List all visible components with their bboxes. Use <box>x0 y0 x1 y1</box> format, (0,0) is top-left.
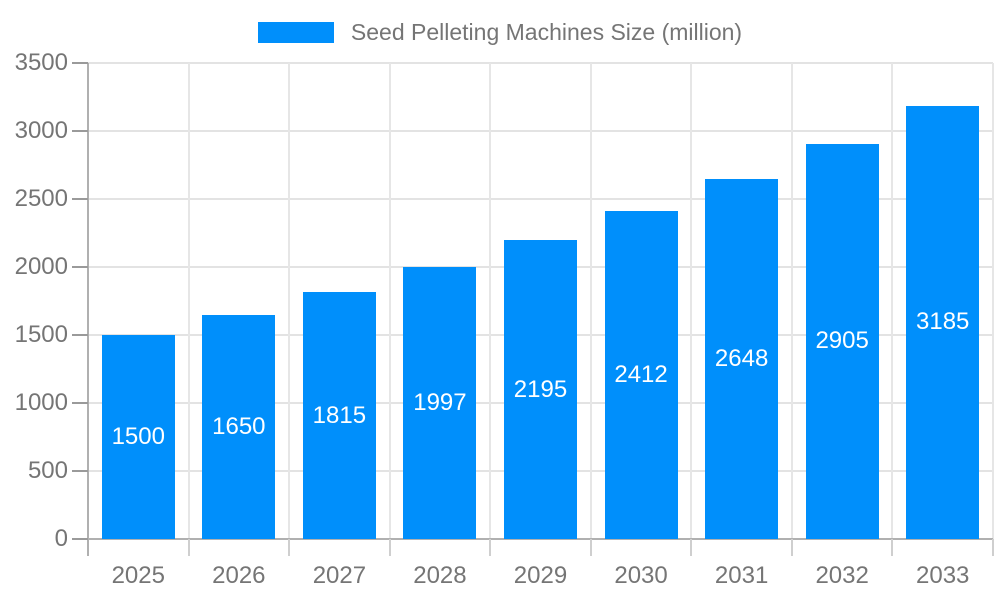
bar-value-label: 1997 <box>413 389 467 417</box>
bar-value-label: 1650 <box>212 412 266 440</box>
y-tick <box>72 62 88 64</box>
gridline-vertical <box>388 63 391 539</box>
bar-value-label: 2412 <box>614 360 668 388</box>
x-axis-label: 2032 <box>815 562 869 589</box>
gridline-vertical <box>790 63 793 539</box>
bar-value-label: 1815 <box>312 401 367 429</box>
gridline-vertical <box>288 63 291 539</box>
y-axis-label: 1500 <box>14 321 68 348</box>
x-axis-label: 2030 <box>614 562 668 589</box>
bar[interactable]: 2195 <box>504 240 577 539</box>
y-tick <box>72 130 88 132</box>
bar-value-label: 2648 <box>714 344 769 372</box>
legend[interactable]: Seed Pelleting Machines Size (million) <box>0 17 1000 47</box>
x-tick <box>891 539 894 556</box>
bar-value-label: 2195 <box>513 375 568 403</box>
y-axis-label: 2500 <box>14 185 68 212</box>
x-tick <box>288 539 291 556</box>
x-axis-label: 2029 <box>513 562 568 589</box>
x-tick <box>992 539 994 556</box>
y-axis-line <box>87 63 89 556</box>
gridline-vertical <box>489 63 492 539</box>
bar[interactable]: 2648 <box>705 178 779 539</box>
x-tick <box>690 539 693 556</box>
y-axis-label: 3000 <box>14 117 68 144</box>
y-axis-label: 500 <box>27 457 68 484</box>
gridline-vertical <box>992 63 994 539</box>
bar[interactable]: 1650 <box>202 314 276 539</box>
gridline-horizontal <box>88 130 993 132</box>
y-tick <box>72 402 88 404</box>
y-axis-label: 3500 <box>14 49 68 76</box>
y-tick <box>72 470 88 472</box>
x-tick <box>388 539 391 556</box>
bar[interactable]: 1815 <box>302 292 376 539</box>
y-tick <box>72 334 88 336</box>
y-axis-label: 0 <box>54 525 68 552</box>
bar[interactable]: 1997 <box>403 267 477 539</box>
gridline-horizontal <box>88 62 993 64</box>
x-axis-label: 2033 <box>916 562 970 589</box>
x-tick <box>589 539 592 556</box>
x-axis-label: 2031 <box>714 562 769 589</box>
y-tick <box>72 538 88 540</box>
gridline-vertical <box>891 63 894 539</box>
bar[interactable]: 2905 <box>805 143 879 539</box>
x-axis-label: 2028 <box>413 562 467 589</box>
y-axis-label: 2000 <box>14 253 68 280</box>
gridline-vertical <box>589 63 592 539</box>
gridline-horizontal <box>88 198 993 200</box>
legend-label: Seed Pelleting Machines Size (million) <box>350 18 743 45</box>
y-tick <box>72 266 88 268</box>
x-axis-line <box>88 538 993 540</box>
x-axis-label: 2026 <box>212 562 266 589</box>
y-axis-label: 1000 <box>14 389 68 416</box>
legend-swatch <box>257 21 334 43</box>
x-tick <box>790 539 793 556</box>
x-tick <box>489 539 492 556</box>
x-axis-label: 2025 <box>111 562 165 589</box>
bar-value-label: 3185 <box>916 308 970 336</box>
bar[interactable]: 2412 <box>604 210 678 539</box>
bar[interactable]: 1500 <box>101 335 175 539</box>
bar[interactable]: 3185 <box>906 105 980 539</box>
x-axis-label: 2027 <box>312 562 367 589</box>
bar-value-label: 2905 <box>815 327 869 355</box>
gridline-vertical <box>690 63 693 539</box>
y-tick <box>72 198 88 200</box>
gridline-vertical <box>187 63 190 539</box>
bar-value-label: 1500 <box>111 423 165 450</box>
x-tick <box>187 539 190 556</box>
